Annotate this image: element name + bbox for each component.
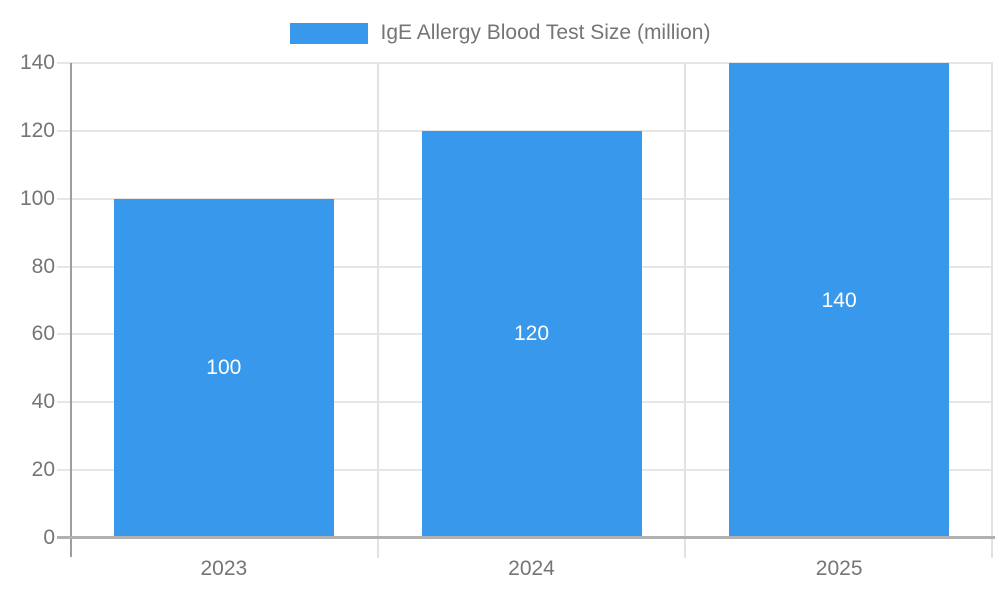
- gridline-horizontal: [57, 129, 993, 132]
- bar-2025[interactable]: 140: [729, 63, 950, 538]
- gridline-vertical: [376, 63, 379, 558]
- y-tick-label: 60: [31, 322, 55, 346]
- y-tick-label: 100: [19, 186, 55, 210]
- y-tick-label: 20: [31, 458, 55, 482]
- y-tick-label: 140: [19, 51, 55, 74]
- plot-right-edge-line: [991, 63, 993, 558]
- x-tick-label-2025: 2025: [815, 557, 863, 580]
- y-tick-label: 40: [31, 390, 55, 414]
- bar-value-label: 140: [821, 288, 857, 312]
- bar-2023[interactable]: 100: [113, 198, 334, 538]
- y-axis-labels: 0 20 40 60 80 100 120 140: [0, 51, 55, 549]
- y-axis-line: [70, 63, 72, 557]
- y-tick-label: 80: [31, 254, 55, 278]
- plot-area: 100 120 140: [57, 62, 995, 558]
- bar-value-label: 100: [206, 356, 242, 380]
- bar-2024[interactable]: 120: [421, 130, 642, 538]
- gridline-horizontal: [57, 62, 993, 64]
- legend-label: IgE Allergy Blood Test Size (million): [380, 21, 711, 44]
- x-tick-label-2024: 2024: [508, 557, 555, 580]
- legend[interactable]: IgE Allergy Blood Test Size (million): [0, 21, 1000, 45]
- x-axis-labels: 2023 2024 2025: [70, 556, 993, 582]
- gridline-vertical: [684, 63, 687, 558]
- x-tick-label-2023: 2023: [200, 557, 248, 580]
- legend-swatch: [289, 22, 368, 44]
- bar-value-label: 120: [513, 322, 550, 346]
- y-tick-label: 0: [43, 526, 55, 549]
- x-axis-line: [57, 536, 995, 539]
- y-tick-label: 120: [19, 118, 55, 142]
